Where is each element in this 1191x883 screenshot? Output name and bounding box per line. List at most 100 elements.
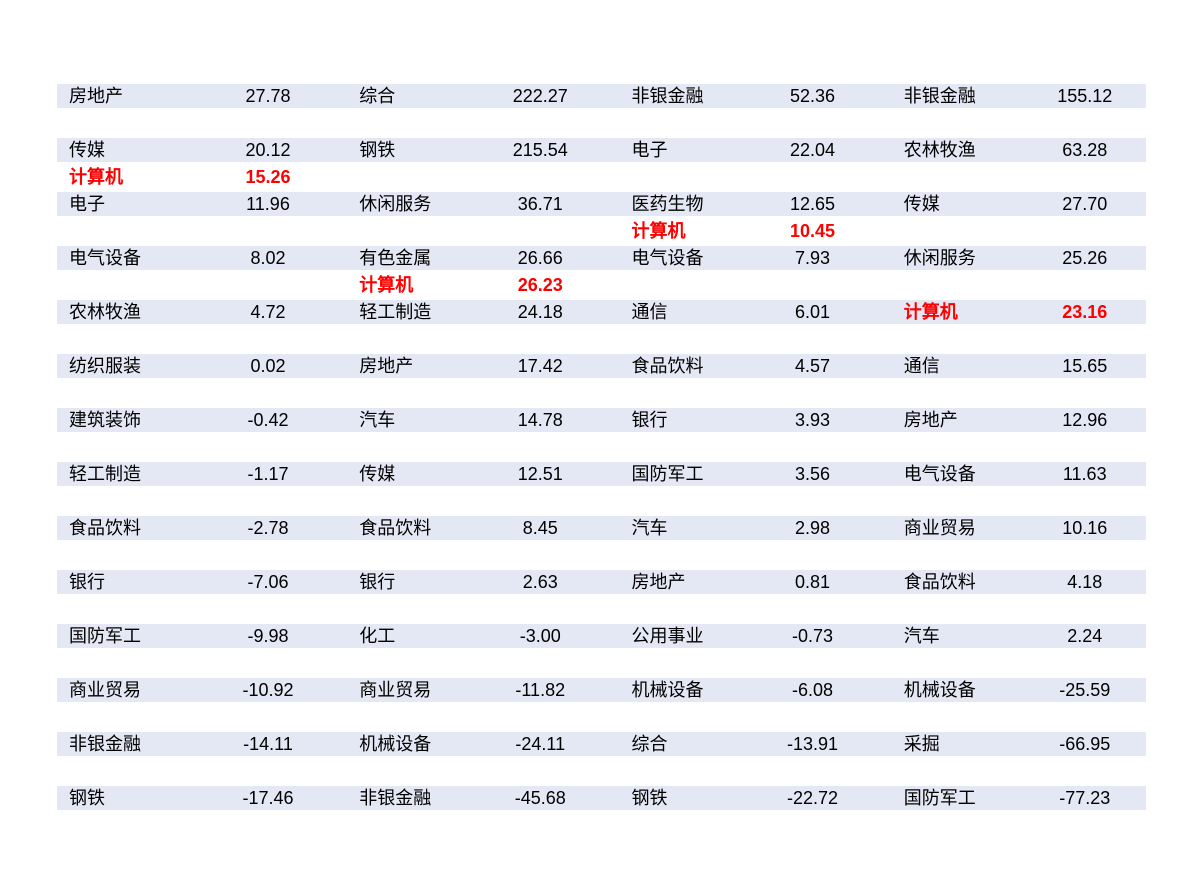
sector-name: 机械设备	[631, 680, 704, 700]
row-gap	[57, 702, 1146, 732]
table-row: 国防军工 -9.98 化工 -3.00 公用事业 -0.73 汽车 2.24	[57, 624, 1146, 648]
empty-cell	[1023, 162, 1146, 192]
sector-value: 52.36	[789, 86, 836, 106]
sector-name: 计算机	[903, 302, 958, 322]
table-row: 银行 -7.06 银行 2.63 房地产 0.81 食品饮料 4.18	[57, 570, 1146, 594]
sector-name: 房地产	[903, 410, 958, 430]
sector-value: -66.95	[1059, 734, 1111, 754]
highlight-row: 计算机 26.23	[57, 270, 1146, 300]
sector-value: -13.91	[786, 734, 839, 754]
table-row: 商业贸易 -10.92 商业贸易 -11.82 机械设备 -6.08 机械设备 -25.59	[57, 678, 1146, 702]
sector-value: -24.11	[515, 734, 566, 754]
sector-value: 14.78	[517, 410, 563, 430]
empty-cell	[479, 162, 602, 192]
sector-name: 农林牧渔	[69, 302, 141, 322]
sector-value: -9.98	[247, 626, 289, 646]
empty-cell	[329, 162, 479, 192]
sector-value: -0.42	[247, 410, 289, 430]
sector-name: 公用事业	[631, 626, 704, 646]
sector-name: 通信	[631, 302, 668, 322]
sector-name: 轻工制造	[359, 302, 432, 322]
empty-cell	[207, 270, 330, 300]
sector-performance-table: 房地产 27.78 综合 222.27 非银金融 52.36 非银金融 155.12 传媒 20.…	[57, 84, 1146, 810]
table-row: 食品饮料 -2.78 食品饮料 8.45 汽车 2.98 商业贸易 10.16	[57, 516, 1146, 540]
table-row: 轻工制造 -1.17 传媒 12.51 国防军工 3.56 电气设备 11.63	[57, 462, 1146, 486]
row-gap	[57, 486, 1146, 516]
sector-value: 15.65	[1062, 356, 1108, 376]
sector-value: 27.70	[1062, 194, 1108, 214]
sector-name: 非银金融	[69, 734, 141, 754]
empty-cell	[874, 216, 1024, 246]
sector-name: 机械设备	[359, 734, 432, 754]
sector-value: 0.81	[794, 572, 831, 592]
sector-name: 电气设备	[631, 248, 704, 268]
sector-value: 155.12	[1057, 86, 1113, 106]
table-row: 钢铁 -17.46 非银金融 -45.68 钢铁 -22.72 国防军工 -77.23	[57, 786, 1146, 810]
sector-name: 非银金融	[903, 86, 976, 106]
sector-value: 26.66	[517, 248, 563, 268]
table-row: 纺织服装 0.02 房地产 17.42 食品饮料 4.57 通信 15.65	[57, 354, 1146, 378]
sector-value: 222.27	[512, 86, 568, 106]
sector-value: 6.01	[794, 302, 831, 322]
sector-value: -6.08	[791, 680, 833, 700]
highlight-sector-value: 15.26	[245, 167, 291, 187]
empty-cell	[57, 216, 207, 246]
sector-name: 电气设备	[69, 248, 141, 268]
sector-name: 食品饮料	[631, 356, 704, 376]
sector-name: 通信	[903, 356, 940, 376]
sector-name: 商业贸易	[359, 680, 432, 700]
sector-value: 8.02	[250, 248, 286, 268]
empty-cell	[329, 216, 479, 246]
empty-cell	[602, 162, 752, 192]
table-row: 非银金融 -14.11 机械设备 -24.11 综合 -13.91 采掘 -66.95	[57, 732, 1146, 756]
sector-value: 11.96	[246, 194, 290, 214]
sector-value: 0.02	[250, 356, 286, 376]
sector-name: 医药生物	[631, 194, 704, 214]
empty-cell	[874, 270, 1024, 300]
sector-name: 电气设备	[903, 464, 976, 484]
sector-value: 20.12	[245, 140, 291, 160]
sector-name: 汽车	[359, 410, 396, 430]
sector-name: 综合	[359, 86, 396, 106]
row-gap	[57, 432, 1146, 462]
row-gap	[57, 324, 1146, 354]
sector-value: 27.78	[245, 86, 291, 106]
empty-cell	[207, 216, 330, 246]
sector-value: -17.46	[242, 788, 294, 808]
sector-name: 国防军工	[69, 626, 141, 646]
highlight-sector-name: 计算机	[69, 167, 123, 187]
sector-value: 2.63	[522, 572, 558, 592]
sector-name: 非银金融	[359, 788, 432, 808]
highlight-row: 计算机 10.45	[57, 216, 1146, 246]
sector-value: -10.92	[242, 680, 294, 700]
sector-name: 有色金属	[359, 248, 432, 268]
sector-name: 国防军工	[903, 788, 976, 808]
sector-value: 2.98	[794, 518, 831, 538]
empty-cell	[751, 270, 874, 300]
empty-cell	[1023, 216, 1146, 246]
sector-value: 7.93	[794, 248, 831, 268]
highlight-sector-name: 计算机	[631, 221, 686, 241]
highlight-sector-value: 26.23	[517, 275, 563, 295]
row-gap	[57, 108, 1146, 138]
sector-name: 传媒	[69, 140, 105, 160]
row-gap	[57, 648, 1146, 678]
table-row: 建筑装饰 -0.42 汽车 14.78 银行 3.93 房地产 12.96	[57, 408, 1146, 432]
sector-name: 汽车	[903, 626, 940, 646]
sector-value: -14.11	[243, 734, 293, 754]
sector-value: -77.23	[1059, 788, 1111, 808]
sector-name: 化工	[359, 626, 396, 646]
sector-value: 12.65	[789, 194, 836, 214]
sector-value: 63.28	[1062, 140, 1108, 160]
sector-value: 215.54	[512, 140, 568, 160]
sector-value: 8.45	[522, 518, 558, 538]
sector-value: 3.56	[794, 464, 831, 484]
empty-cell	[751, 162, 874, 192]
sector-name: 休闲服务	[903, 248, 976, 268]
sector-value: 10.16	[1062, 518, 1108, 538]
empty-cell	[1023, 270, 1146, 300]
sector-value: 36.71	[517, 194, 563, 214]
sector-name: 传媒	[903, 194, 940, 214]
sector-name: 建筑装饰	[69, 410, 141, 430]
